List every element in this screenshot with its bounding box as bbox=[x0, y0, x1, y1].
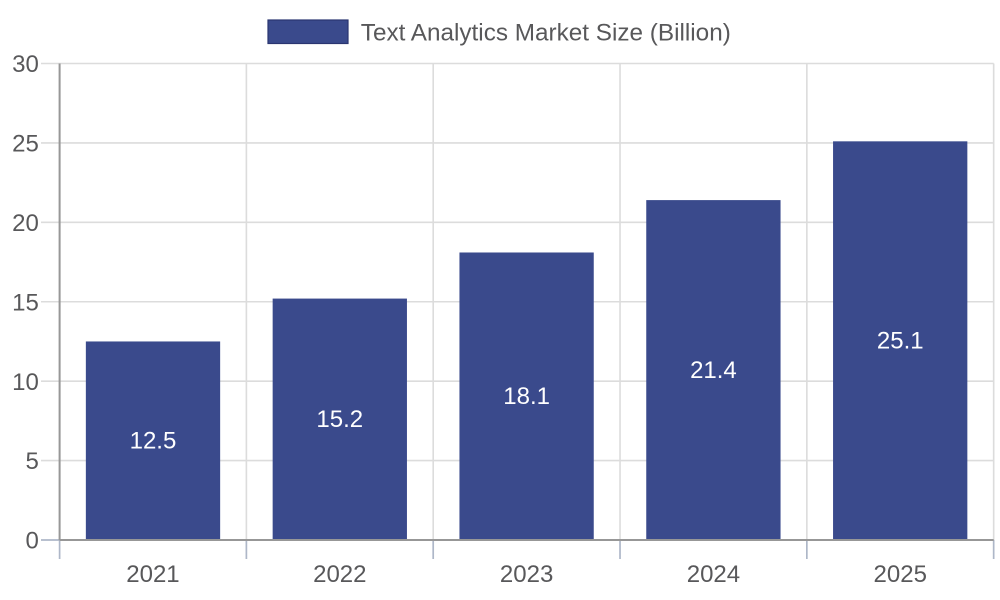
svg-text:10: 10 bbox=[12, 369, 39, 396]
svg-text:0: 0 bbox=[25, 528, 38, 555]
svg-text:2024: 2024 bbox=[687, 561, 740, 588]
svg-text:21.4: 21.4 bbox=[690, 357, 737, 384]
svg-text:2025: 2025 bbox=[874, 561, 927, 588]
svg-text:12.5: 12.5 bbox=[130, 428, 177, 455]
svg-text:2023: 2023 bbox=[500, 561, 553, 588]
svg-text:18.1: 18.1 bbox=[503, 383, 550, 410]
svg-text:5: 5 bbox=[25, 448, 38, 475]
svg-text:30: 30 bbox=[12, 51, 39, 78]
svg-text:2021: 2021 bbox=[126, 561, 179, 588]
svg-text:15: 15 bbox=[12, 289, 39, 316]
svg-text:20: 20 bbox=[12, 210, 39, 237]
svg-text:Text Analytics Market Size (Bi: Text Analytics Market Size (Billion) bbox=[361, 19, 731, 46]
svg-text:15.2: 15.2 bbox=[316, 406, 363, 433]
svg-text:25: 25 bbox=[12, 131, 39, 158]
svg-text:2022: 2022 bbox=[313, 561, 366, 588]
svg-text:25.1: 25.1 bbox=[877, 328, 924, 355]
